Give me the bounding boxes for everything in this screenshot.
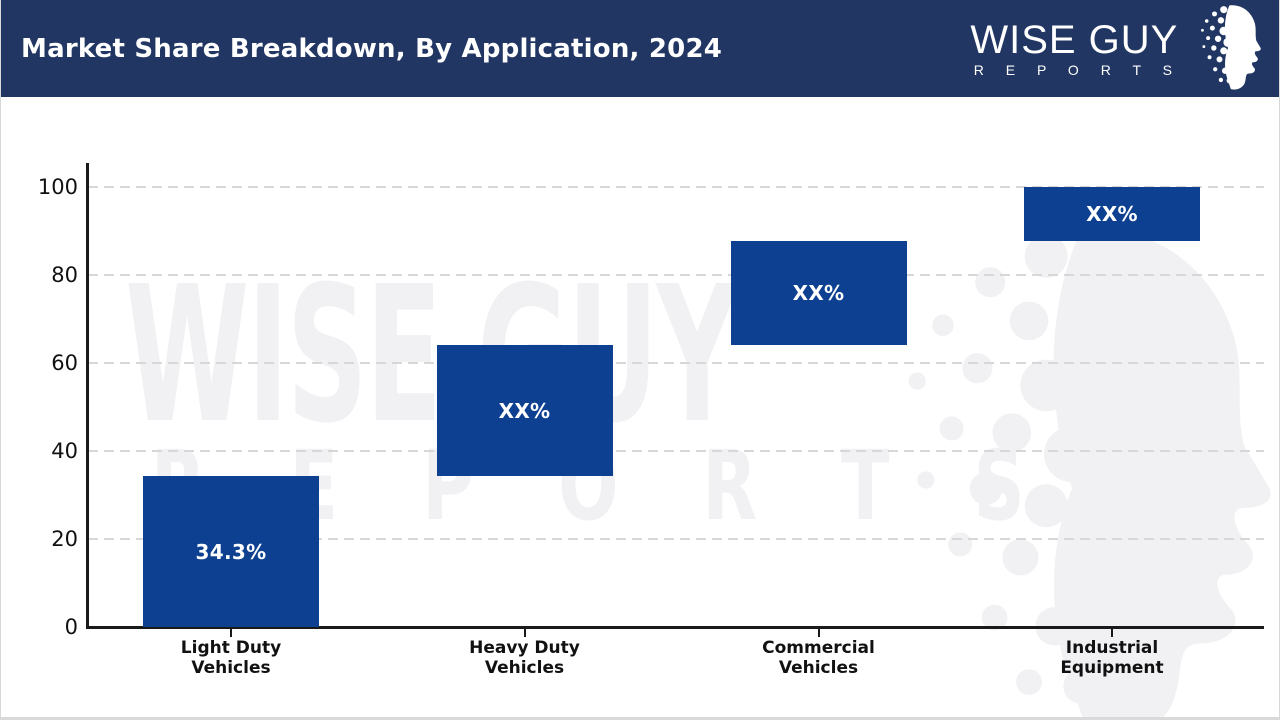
bar-segment: XX% <box>1024 187 1200 242</box>
brand-logo: WISE GUY R E P O R T S <box>968 4 1271 92</box>
y-axis-tick-label: 0 <box>64 615 78 639</box>
x-axis-category-label: Light Duty Vehicles <box>121 638 341 678</box>
x-axis-category-label: Industrial Equipment <box>1002 638 1222 678</box>
x-axis-category-label-line: Vehicles <box>484 658 565 678</box>
gridline <box>88 186 1264 188</box>
x-axis-category-label-line: Industrial <box>1065 638 1159 658</box>
gridline <box>88 538 1264 540</box>
gridline <box>88 450 1264 452</box>
gridline <box>88 362 1264 364</box>
bar-value-label: 34.3% <box>195 539 267 564</box>
bar-value-label: XX% <box>792 281 845 306</box>
x-axis-category-label-line: Light Duty <box>180 638 282 658</box>
x-axis-tick <box>230 628 232 637</box>
x-axis-tick <box>1111 628 1113 637</box>
brand-subtitle: R E P O R T S <box>973 61 1181 78</box>
x-axis-category-label-line: Vehicles <box>191 658 271 678</box>
y-axis-tick-label: 40 <box>51 439 78 463</box>
chart-title: Market Share Breakdown, By Application, … <box>21 33 723 64</box>
wiseguy-head-icon <box>1201 5 1261 90</box>
brand-name: WISE GUY <box>970 17 1179 62</box>
y-axis-tick-label: 20 <box>51 527 78 551</box>
brand-logo-text: WISE GUY R E P O R T S <box>968 19 1181 78</box>
header-bar: Market Share Breakdown, By Application, … <box>1 0 1279 97</box>
x-axis-line <box>86 626 1264 629</box>
bar-segment: 34.3% <box>143 476 319 627</box>
y-axis-tick-label: 80 <box>51 263 78 287</box>
x-axis-category-label-line: Commercial <box>762 638 875 658</box>
gridline <box>88 274 1264 276</box>
x-axis-category-label-line: Heavy Duty <box>469 638 580 658</box>
x-axis-category-label-line: Equipment <box>1060 658 1164 678</box>
x-axis-tick <box>523 628 526 637</box>
bar-segment: XX% <box>436 345 613 477</box>
bar-segment: XX% <box>730 241 907 346</box>
x-axis-category-label: Commercial Vehicles <box>709 638 929 678</box>
x-axis-category-label-line: Vehicles <box>778 658 859 678</box>
x-axis-tick <box>817 628 820 637</box>
x-axis-category-label: Heavy Duty Vehicles <box>415 638 635 678</box>
bar-value-label: XX% <box>1086 202 1138 227</box>
bar-value-label: XX% <box>498 398 551 423</box>
y-axis-tick-label: 100 <box>37 175 78 199</box>
y-axis-tick-label: 60 <box>51 351 78 375</box>
y-axis-line <box>86 163 89 629</box>
